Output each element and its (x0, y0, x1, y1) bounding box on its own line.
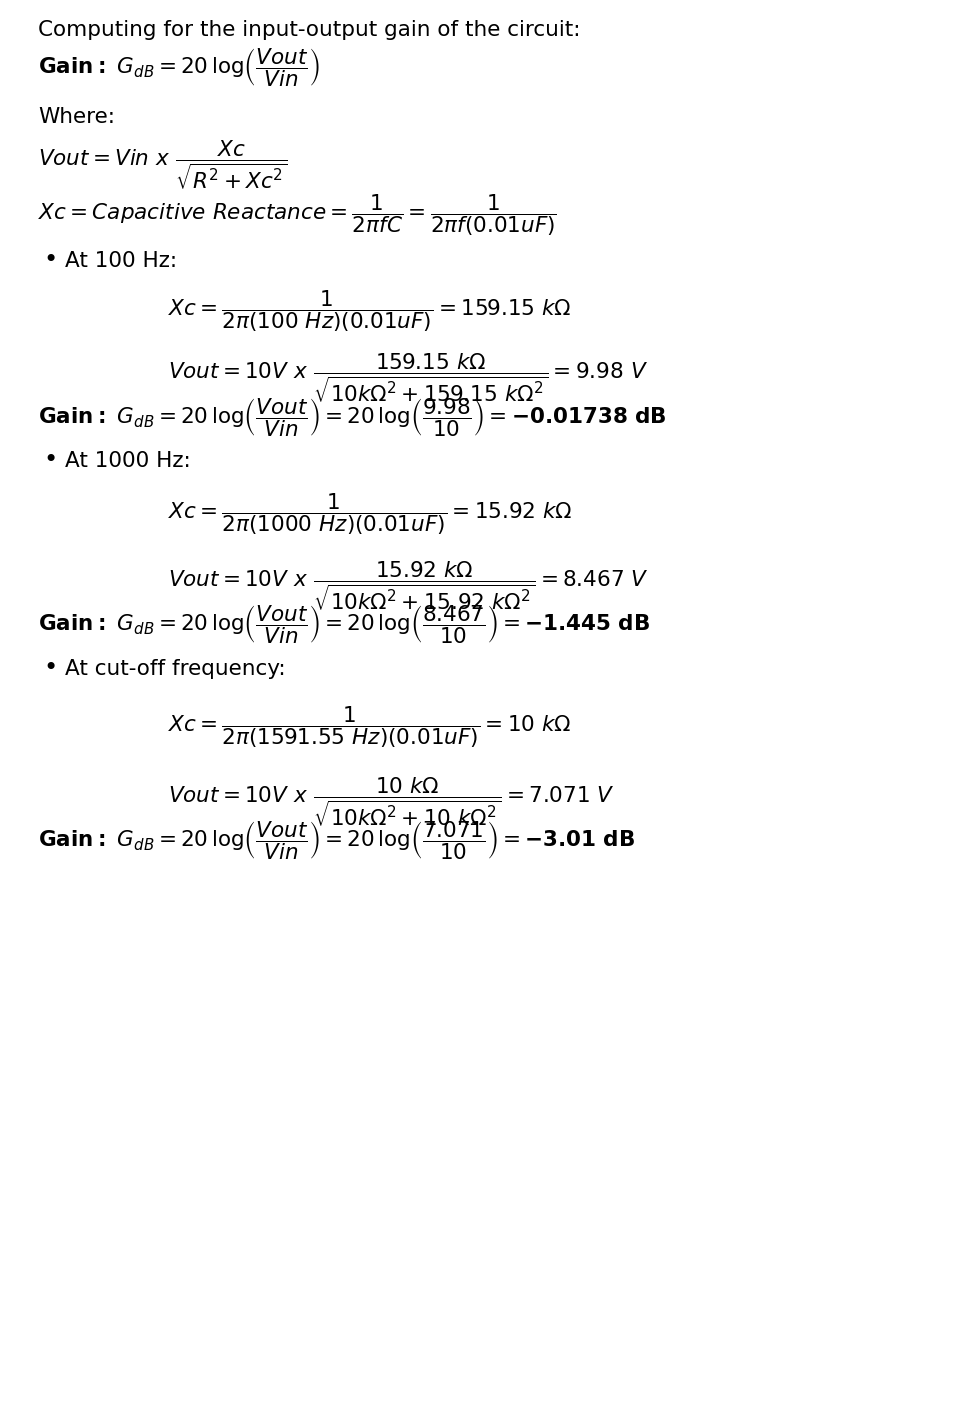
Text: Where:: Where: (38, 108, 115, 128)
Text: $Vout = 10V\ x\ \dfrac{10\ k\Omega}{\sqrt{10k\Omega^2 + 10\ k\Omega^2}} = 7.071\: $Vout = 10V\ x\ \dfrac{10\ k\Omega}{\sqr… (168, 774, 615, 828)
Text: $Vout = 10V\ x\ \dfrac{15.92\ k\Omega}{\sqrt{10k\Omega^2 + 15.92\ k\Omega^2}} = : $Vout = 10V\ x\ \dfrac{15.92\ k\Omega}{\… (168, 558, 648, 612)
Text: $Xc = \dfrac{1}{2\pi(1000\ Hz)(0.01uF)} = 15.92\ k\Omega$: $Xc = \dfrac{1}{2\pi(1000\ Hz)(0.01uF)} … (168, 491, 573, 537)
Text: $Xc = \dfrac{1}{2\pi(100\ Hz)(0.01uF)} = 159.15\ k\Omega$: $Xc = \dfrac{1}{2\pi(100\ Hz)(0.01uF)} =… (168, 288, 572, 334)
Text: $Xc = \dfrac{1}{2\pi(1591.55\ Hz)(0.01uF)} = 10\ k\Omega$: $Xc = \dfrac{1}{2\pi(1591.55\ Hz)(0.01uF… (168, 704, 572, 751)
Text: $\mathbf{Gain:}\ G_{dB} = 20\,\log\!\left(\dfrac{Vout}{Vin}\right)$: $\mathbf{Gain:}\ G_{dB} = 20\,\log\!\lef… (38, 46, 320, 90)
Text: •: • (43, 655, 58, 680)
Text: Computing for the input-output gain of the circuit:: Computing for the input-output gain of t… (38, 21, 581, 41)
Text: $Vout = Vin\ x\ \dfrac{Xc}{\sqrt{R^2 + Xc^2}}$: $Vout = Vin\ x\ \dfrac{Xc}{\sqrt{R^2 + X… (38, 137, 288, 191)
Text: At cut-off frequency:: At cut-off frequency: (65, 659, 286, 679)
Text: •: • (43, 247, 58, 272)
Text: $\mathbf{Gain:}\ G_{dB} = 20\,\log\!\left(\dfrac{Vout}{Vin}\right) = 20\,\log\!\: $\mathbf{Gain:}\ G_{dB} = 20\,\log\!\lef… (38, 819, 636, 863)
Text: $\mathbf{Gain:}\ G_{dB} = 20\,\log\!\left(\dfrac{Vout}{Vin}\right) = 20\,\log\!\: $\mathbf{Gain:}\ G_{dB} = 20\,\log\!\lef… (38, 396, 667, 439)
Text: At 1000 Hz:: At 1000 Hz: (65, 452, 191, 471)
Text: •: • (43, 448, 58, 473)
Text: At 100 Hz:: At 100 Hz: (65, 251, 177, 271)
Text: $\mathbf{Gain:}\ G_{dB} = 20\,\log\!\left(\dfrac{Vout}{Vin}\right) = 20\,\log\!\: $\mathbf{Gain:}\ G_{dB} = 20\,\log\!\lef… (38, 603, 650, 647)
Text: $Vout = 10V\ x\ \dfrac{159.15\ k\Omega}{\sqrt{10k\Omega^2 + 159.15\ k\Omega^2}} : $Vout = 10V\ x\ \dfrac{159.15\ k\Omega}{… (168, 351, 647, 404)
Text: $Xc = Capacitive\ Reactance = \dfrac{1}{2\pi fC} = \dfrac{1}{2\pi f(0.01uF)}$: $Xc = Capacitive\ Reactance = \dfrac{1}{… (38, 192, 557, 239)
